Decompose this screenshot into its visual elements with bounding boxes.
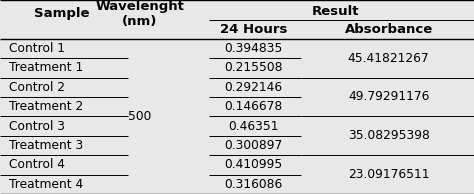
Text: 0.410995: 0.410995 xyxy=(225,158,283,171)
Text: Control 4: Control 4 xyxy=(9,158,65,171)
Text: 0.300897: 0.300897 xyxy=(225,139,283,152)
Text: 0.215508: 0.215508 xyxy=(224,61,283,74)
Text: 0.394835: 0.394835 xyxy=(224,42,283,55)
Text: Result: Result xyxy=(311,5,359,18)
Text: 0.292146: 0.292146 xyxy=(225,81,283,94)
Text: Control 2: Control 2 xyxy=(9,81,65,94)
Text: 45.41821267: 45.41821267 xyxy=(348,52,429,65)
Text: Control 3: Control 3 xyxy=(9,120,65,133)
Text: Treatment 1: Treatment 1 xyxy=(9,61,84,74)
Text: 35.08295398: 35.08295398 xyxy=(348,129,429,142)
Text: 23.09176511: 23.09176511 xyxy=(348,168,429,181)
Text: 500: 500 xyxy=(128,110,152,123)
Text: 0.46351: 0.46351 xyxy=(228,120,279,133)
Text: Absorbance: Absorbance xyxy=(345,23,433,36)
Text: 49.79291176: 49.79291176 xyxy=(348,90,429,104)
Text: Sample: Sample xyxy=(34,7,90,20)
Text: 24 Hours: 24 Hours xyxy=(220,23,287,36)
Text: Treatment 4: Treatment 4 xyxy=(9,178,84,191)
Text: 0.146678: 0.146678 xyxy=(225,100,283,113)
Text: Treatment 2: Treatment 2 xyxy=(9,100,84,113)
Text: Wavelenght
(nm): Wavelenght (nm) xyxy=(95,0,184,28)
Text: 0.316086: 0.316086 xyxy=(225,178,283,191)
Text: Treatment 3: Treatment 3 xyxy=(9,139,84,152)
Text: Control 1: Control 1 xyxy=(9,42,65,55)
